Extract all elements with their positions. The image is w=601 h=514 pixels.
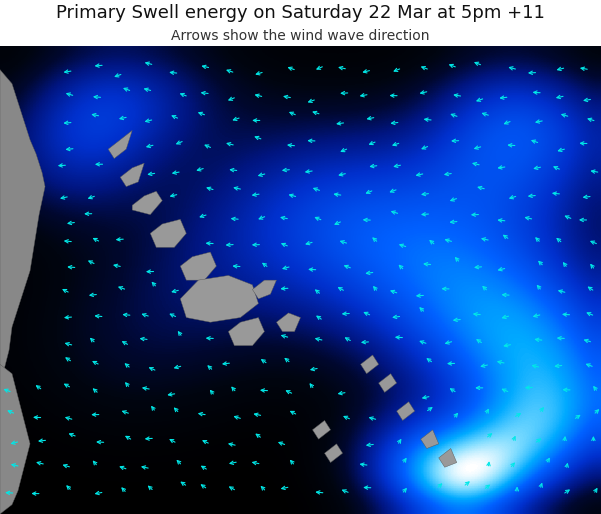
Text: Primary Swell energy on Saturday 22 Mar at 5pm +11: Primary Swell energy on Saturday 22 Mar … — [56, 4, 545, 22]
Polygon shape — [0, 69, 45, 383]
Polygon shape — [204, 285, 240, 313]
Polygon shape — [132, 191, 162, 215]
Polygon shape — [397, 402, 415, 420]
Polygon shape — [421, 430, 439, 449]
Polygon shape — [180, 276, 258, 322]
Polygon shape — [150, 219, 186, 247]
Polygon shape — [276, 313, 300, 332]
Polygon shape — [252, 280, 276, 299]
Polygon shape — [439, 449, 457, 467]
Polygon shape — [325, 444, 343, 463]
Polygon shape — [180, 252, 216, 280]
Polygon shape — [108, 131, 132, 158]
Text: Arrows show the wind wave direction: Arrows show the wind wave direction — [171, 29, 430, 43]
Polygon shape — [0, 364, 30, 514]
Polygon shape — [228, 318, 264, 345]
Polygon shape — [379, 374, 397, 392]
Polygon shape — [120, 163, 144, 187]
Polygon shape — [313, 420, 331, 439]
Polygon shape — [361, 355, 379, 374]
